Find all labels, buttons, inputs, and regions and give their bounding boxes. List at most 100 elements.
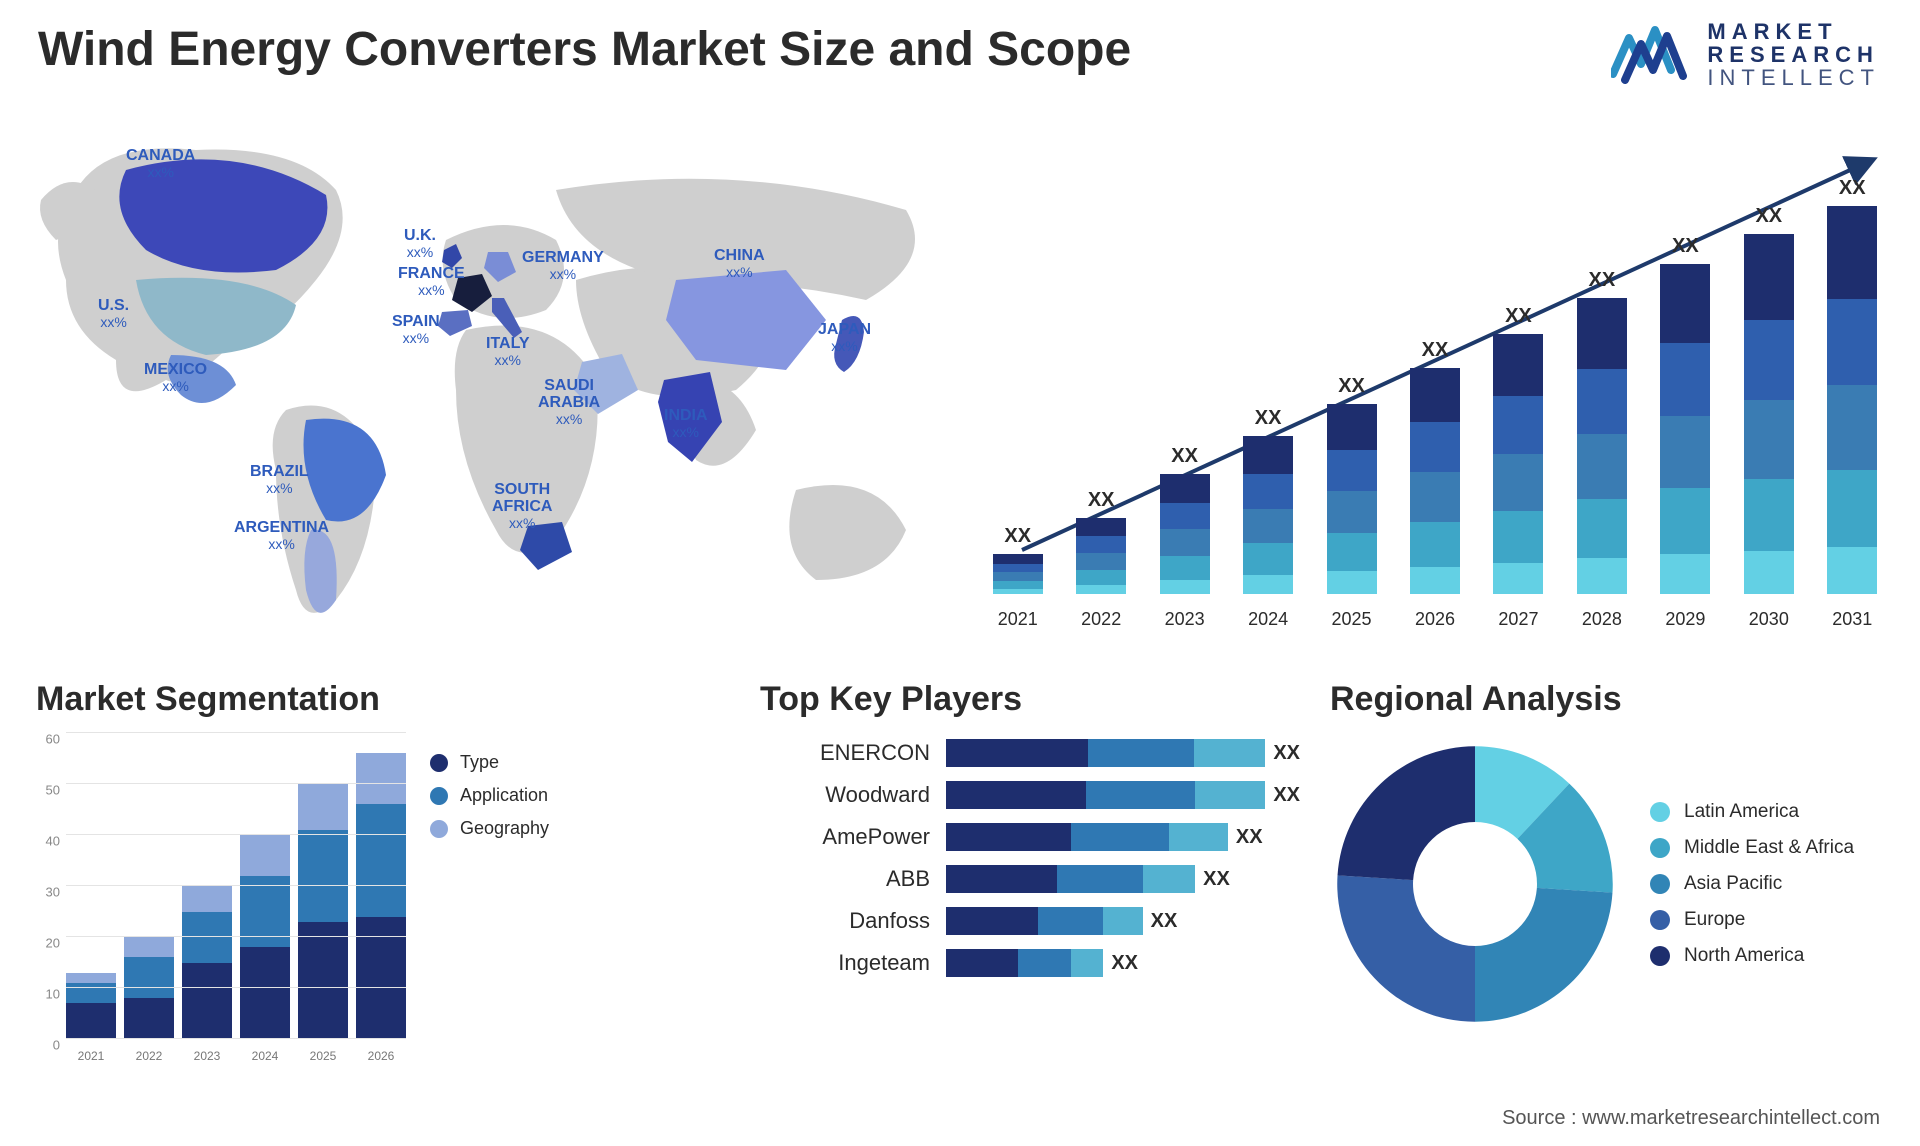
forecast-year-label: 2021 [982, 609, 1053, 630]
seg-legend-item: Application [430, 785, 549, 806]
seg-xlabel: 2025 [298, 1049, 348, 1063]
player-bar [946, 823, 1228, 851]
forecast-segment [1243, 474, 1293, 509]
segmentation-chart: 0102030405060 202120222023202420252026 [36, 733, 406, 1063]
seg-xlabel: 2021 [66, 1049, 116, 1063]
forecast-segment [1744, 551, 1794, 594]
segmentation-legend: Type Application Geography [430, 740, 549, 851]
seg-ytick: 50 [46, 783, 60, 798]
forecast-segment [1744, 400, 1794, 479]
player-segment [946, 823, 1071, 851]
forecast-value-label: XX [1589, 269, 1616, 292]
seg-ytick: 40 [46, 834, 60, 849]
seg-legend-label: Geography [460, 818, 549, 839]
map-label-saudi-arabia: SAUDI ARABIAxx% [538, 378, 600, 426]
forecast-year-label: 2022 [1065, 609, 1136, 630]
seg-segment [356, 804, 406, 916]
forecast-value-label: XX [1755, 205, 1782, 228]
forecast-segment [1493, 511, 1543, 563]
brand-line-3: INTELLECT [1707, 66, 1880, 89]
page-title: Wind Energy Converters Market Size and S… [38, 22, 1131, 77]
forecast-segment [1076, 518, 1126, 536]
seg-segment [66, 973, 116, 983]
forecast-segment [1410, 522, 1460, 567]
player-segment [946, 949, 1018, 977]
forecast-bar-2031: XX [1817, 177, 1888, 594]
forecast-segment [1577, 499, 1627, 558]
forecast-segment [1243, 436, 1293, 474]
forecast-segment [993, 564, 1043, 573]
player-row: ENERCONXX [760, 739, 1300, 767]
forecast-segment [1243, 543, 1293, 575]
forecast-segment [1660, 264, 1710, 343]
seg-segment [66, 1003, 116, 1039]
forecast-year-label: 2031 [1817, 609, 1888, 630]
brand-line-1: MARKET [1707, 20, 1880, 43]
forecast-segment [1577, 369, 1627, 434]
forecast-panel: XXXXXXXXXXXXXXXXXXXXXX 20212022202320242… [982, 130, 1888, 640]
forecast-segment [1160, 474, 1210, 503]
donut-slice-north-america [1338, 746, 1475, 880]
map-label-brazil: BRAZILxx% [250, 464, 309, 495]
player-segment [1103, 907, 1142, 935]
forecast-segment [1827, 385, 1877, 470]
forecast-segment [1493, 454, 1543, 511]
map-label-u-s-: U.S.xx% [98, 298, 129, 329]
forecast-year-label: 2024 [1232, 609, 1303, 630]
players-title: Top Key Players [760, 680, 1300, 719]
player-segment [1086, 781, 1195, 809]
forecast-value-label: XX [1338, 375, 1365, 398]
regional-legend: Latin AmericaMiddle East & AfricaAsia Pa… [1650, 787, 1854, 981]
player-name: ABB [760, 866, 930, 892]
forecast-year-label: 2028 [1566, 609, 1637, 630]
player-segment [1071, 949, 1104, 977]
seg-ytick: 0 [53, 1038, 60, 1053]
player-value-label: XX [1151, 910, 1178, 933]
forecast-segment [1160, 529, 1210, 555]
forecast-value-label: XX [1422, 339, 1449, 362]
forecast-value-label: XX [1088, 489, 1115, 512]
forecast-segment [1660, 554, 1710, 594]
seg-ytick: 60 [46, 732, 60, 747]
player-segment [1143, 865, 1195, 893]
seg-legend-label: Application [460, 785, 548, 806]
forecast-bar-2026: XX [1399, 339, 1470, 594]
forecast-segment [993, 554, 1043, 564]
player-segment [946, 865, 1057, 893]
player-bar-wrap: XX [946, 781, 1300, 809]
forecast-segment [1493, 563, 1543, 594]
forecast-chart: XXXXXXXXXXXXXXXXXXXXXX 20212022202320242… [982, 130, 1888, 640]
map-label-mexico: MEXICOxx% [144, 362, 207, 393]
seg-xlabel: 2022 [124, 1049, 174, 1063]
legend-dot-icon [1650, 838, 1670, 858]
forecast-segment [1493, 396, 1543, 453]
segmentation-panel: Market Segmentation 0102030405060 202120… [36, 680, 656, 1063]
world-map-panel: CANADAxx%U.S.xx%MEXICOxx%BRAZILxx%ARGENT… [36, 130, 956, 640]
forecast-value-label: XX [1672, 235, 1699, 258]
player-bar-wrap: XX [946, 823, 1300, 851]
forecast-segment [1327, 491, 1377, 533]
segmentation-title: Market Segmentation [36, 680, 656, 719]
forecast-year-label: 2023 [1149, 609, 1220, 630]
seg-legend-item: Type [430, 752, 549, 773]
player-bar-wrap: XX [946, 865, 1300, 893]
seg-gridline [66, 1038, 406, 1039]
seg-ytick: 20 [46, 936, 60, 951]
seg-segment [124, 937, 174, 957]
forecast-bar-2022: XX [1065, 489, 1136, 594]
player-segment [1088, 739, 1194, 767]
player-name: AmePower [760, 824, 930, 850]
forecast-year-label: 2026 [1399, 609, 1470, 630]
forecast-segment [1327, 533, 1377, 571]
player-value-label: XX [1111, 952, 1138, 975]
seg-bar-2025 [298, 784, 348, 1039]
map-label-canada: CANADAxx% [126, 148, 195, 179]
players-panel: Top Key Players ENERCONXX Woodward XX AmePo… [760, 680, 1300, 991]
forecast-value-label: XX [1171, 445, 1198, 468]
player-name: Woodward [760, 782, 930, 808]
forecast-segment [1410, 472, 1460, 522]
seg-segment [66, 983, 116, 1003]
player-row: IngeteamXX [760, 949, 1300, 977]
forecast-segment [1577, 434, 1627, 499]
regional-legend-item: Latin America [1650, 801, 1854, 823]
